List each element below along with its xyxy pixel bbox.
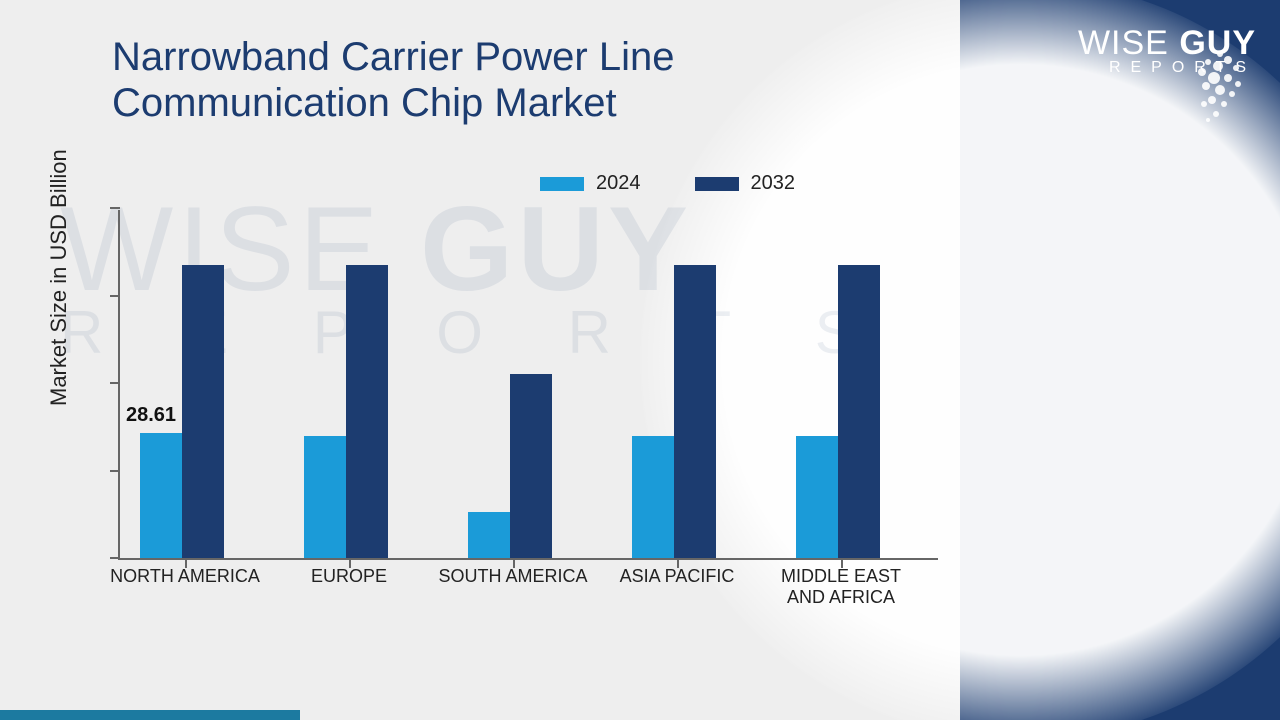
bar (140, 433, 182, 558)
bar (838, 265, 880, 558)
legend-swatch (695, 177, 739, 191)
category-label: NORTH AMERICA (110, 566, 260, 587)
y-axis-label: Market Size in USD Billion (46, 149, 72, 406)
bar (182, 265, 224, 558)
bar (796, 436, 838, 559)
value-label: 28.61 (126, 404, 176, 427)
chart-title: Narrowband Carrier Power Line Communicat… (112, 34, 872, 126)
category-label: SOUTH AMERICA (438, 566, 588, 587)
category-label: EUROPE (274, 566, 424, 587)
y-tick (110, 207, 120, 209)
bar (304, 436, 346, 559)
bar (674, 265, 716, 558)
category-label: MIDDLE EAST AND AFRICA (766, 566, 916, 607)
plot-area: NORTH AMERICAEUROPESOUTH AMERICAASIA PAC… (118, 210, 938, 560)
y-tick (110, 382, 120, 384)
legend-label: 2032 (751, 172, 796, 195)
bar-chart: NORTH AMERICAEUROPESOUTH AMERICAASIA PAC… (118, 210, 938, 560)
logo-word-wise: WISE (1078, 24, 1169, 62)
bar (510, 374, 552, 558)
legend-swatch (540, 177, 584, 191)
legend-item: 2024 (540, 172, 641, 195)
bar (468, 512, 510, 558)
brand-logo: WISE GUY REPORTS (1078, 24, 1256, 77)
legend-item: 2032 (695, 172, 796, 195)
y-tick (110, 557, 120, 559)
accent-bar (0, 710, 300, 720)
legend-label: 2024 (596, 172, 641, 195)
bar (632, 436, 674, 559)
page: WISE GUY REPORTS Narrowband Carrier Powe… (0, 0, 1280, 720)
category-label: ASIA PACIFIC (602, 566, 752, 587)
y-tick (110, 470, 120, 472)
y-tick (110, 295, 120, 297)
bar (346, 265, 388, 558)
logo-head-icon (1178, 44, 1248, 134)
legend: 2024 2032 (540, 172, 795, 195)
